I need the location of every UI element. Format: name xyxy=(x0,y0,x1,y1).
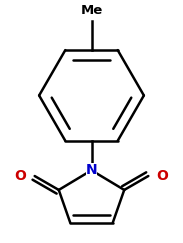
Text: Me: Me xyxy=(80,4,103,17)
Text: O: O xyxy=(15,169,27,183)
Text: N: N xyxy=(86,163,97,177)
Text: O: O xyxy=(156,169,168,183)
